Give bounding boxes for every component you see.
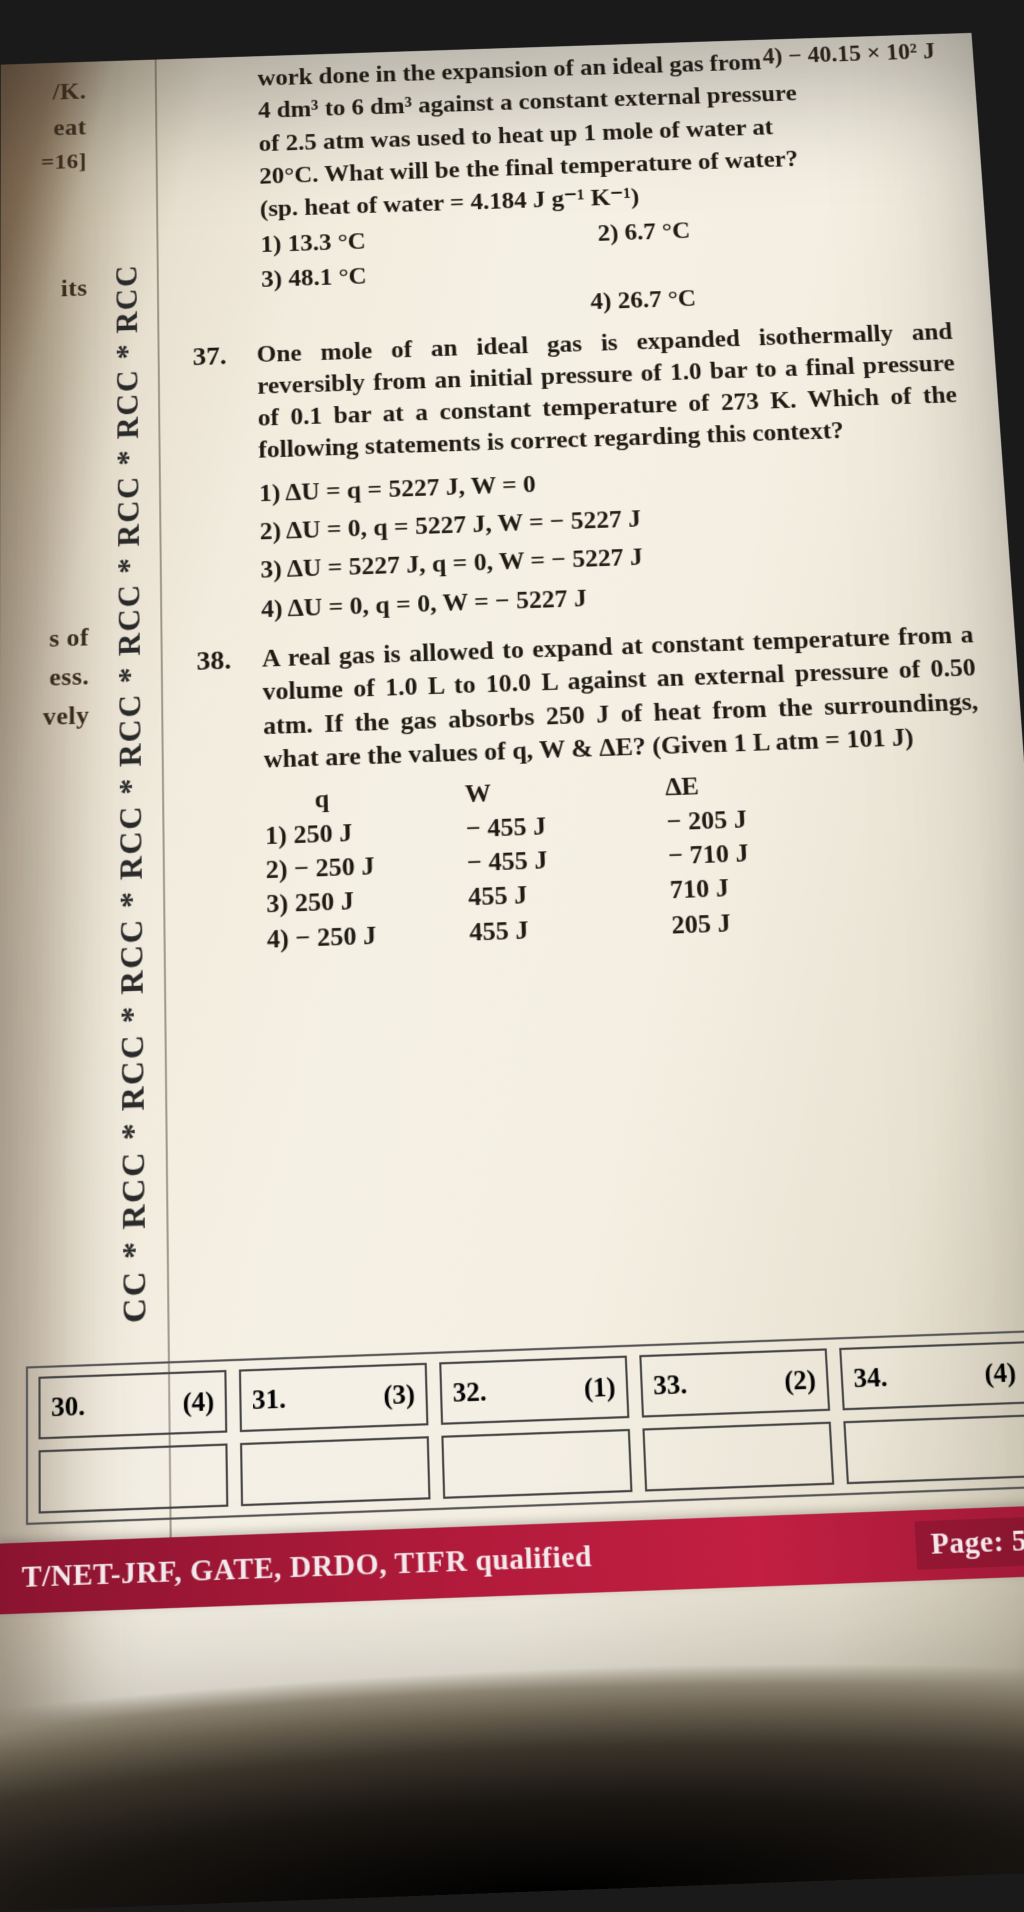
q37-options: 1) ΔU = q = 5227 J, W = 0 2) ΔU = 0, q =… bbox=[259, 451, 971, 629]
ak-col-30: 30. (4) bbox=[38, 1370, 228, 1514]
ak-34: 34. (4) bbox=[839, 1341, 1024, 1410]
q38-r4-c: 205 J bbox=[671, 901, 855, 942]
ak-33-blank bbox=[642, 1422, 834, 1492]
question-38: 38. A real gas is allowed to expand at c… bbox=[178, 608, 1012, 964]
ak-32-q: 32. bbox=[452, 1376, 487, 1410]
frag-5: s of bbox=[6, 623, 89, 655]
ak-34-q: 34. bbox=[853, 1361, 889, 1395]
ak-33-q: 33. bbox=[652, 1368, 687, 1402]
frag-3: =16] bbox=[6, 150, 86, 177]
q38-r4-b: 455 J bbox=[469, 908, 673, 950]
ak-34-blank bbox=[843, 1414, 1024, 1484]
frag-6: ess. bbox=[6, 662, 90, 694]
ak-31-q: 31. bbox=[252, 1383, 287, 1417]
ak-33: 33. (2) bbox=[639, 1348, 830, 1417]
ak-30-a: (4) bbox=[182, 1385, 214, 1419]
q38-stem: A real gas is allowed to expand at const… bbox=[262, 618, 982, 777]
ak-31: 31. (3) bbox=[239, 1363, 429, 1432]
question-36-partial: work done in the expansion of an ideal g… bbox=[172, 34, 961, 228]
frag-1: /K. bbox=[6, 78, 86, 107]
ak-30-blank bbox=[39, 1443, 229, 1513]
frag-2: eat bbox=[6, 114, 86, 144]
ak-col-34: 34. (4) bbox=[839, 1341, 1024, 1484]
ak-34-a: (4) bbox=[983, 1357, 1017, 1390]
ak-col-32: 32. (1) bbox=[439, 1356, 632, 1499]
q38-r4-a: 4) − 250 J bbox=[267, 915, 470, 957]
page-number: Page: 51 bbox=[915, 1516, 1024, 1570]
rcc-text: CC * RCC * RCC * RCC * RCC * RCC * RCC *… bbox=[108, 263, 153, 1324]
ak-32-blank bbox=[441, 1429, 632, 1499]
ak-col-33: 33. (2) bbox=[639, 1348, 834, 1491]
ak-32-a: (1) bbox=[583, 1371, 616, 1404]
ak-30: 30. (4) bbox=[38, 1370, 227, 1439]
answer-key-strip: 30. (4) 31. (3) 32. (1) 33. (2) bbox=[26, 1330, 1024, 1525]
frag-7: vely bbox=[6, 701, 90, 733]
page-surface: 4) − 40.15 × 10² J /K. eat =16] its s of… bbox=[0, 33, 1024, 1912]
frag-4: its bbox=[6, 274, 87, 304]
q38-number: 38. bbox=[196, 642, 267, 959]
q37-number: 37. bbox=[192, 338, 261, 631]
ak-30-q: 30. bbox=[51, 1390, 85, 1424]
question-37: 37. One mole of an ideal gas is expanded… bbox=[175, 305, 989, 635]
content-column: work done in the expansion of an ideal g… bbox=[172, 34, 1013, 964]
ak-33-a: (2) bbox=[783, 1364, 816, 1397]
ak-31-a: (3) bbox=[383, 1378, 416, 1412]
ak-31-blank bbox=[240, 1436, 430, 1506]
q38-options-table: q W ΔE 1) 250 J − 455 J − 205 J 2) − 250… bbox=[264, 760, 994, 957]
q37-stem: One mole of an ideal gas is expanded iso… bbox=[256, 315, 960, 467]
footer-qualification-text: T/NET-JRF, GATE, DRDO, TIFR qualified bbox=[22, 1540, 593, 1596]
ak-32: 32. (1) bbox=[439, 1356, 629, 1425]
page-curve-shadow bbox=[0, 1577, 1024, 1912]
ak-col-31: 31. (3) bbox=[239, 1363, 431, 1506]
